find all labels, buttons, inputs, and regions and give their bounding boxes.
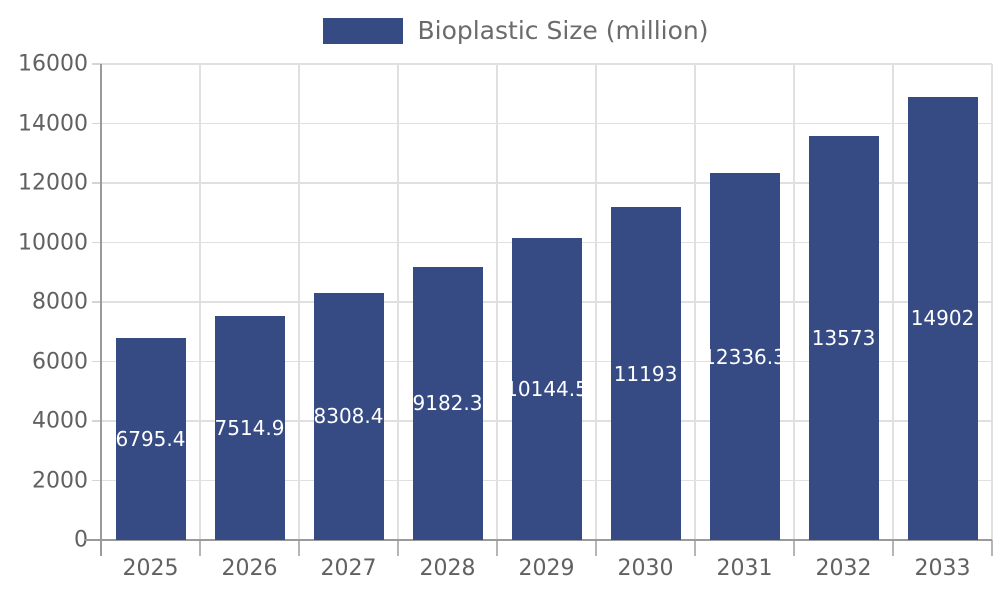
x-tick-label: 2027 bbox=[320, 556, 377, 581]
y-tick-label: 12000 bbox=[18, 170, 88, 196]
x-tick-label: 2030 bbox=[617, 556, 674, 581]
y-tick-label: 8000 bbox=[32, 289, 88, 315]
y-tick-label: 6000 bbox=[32, 349, 88, 374]
y-axis-tick bbox=[92, 122, 101, 125]
x-tick-label: 2025 bbox=[122, 556, 179, 581]
gridline-x bbox=[298, 64, 300, 540]
x-axis-tick bbox=[199, 540, 201, 556]
x-axis-tick bbox=[595, 540, 597, 556]
y-tick-label: 0 bbox=[74, 527, 88, 553]
x-axis-tick bbox=[892, 540, 894, 556]
gridline-y bbox=[101, 63, 992, 65]
y-tick-label: 14000 bbox=[18, 111, 88, 136]
x-tick-label: 2028 bbox=[419, 556, 476, 581]
x-tick-label: 2033 bbox=[914, 556, 971, 581]
x-axis-tick bbox=[793, 540, 795, 556]
bar-value-label: 14902 bbox=[910, 306, 975, 331]
y-axis-tick bbox=[92, 182, 101, 184]
gridline-x bbox=[793, 64, 795, 540]
bar-value-label: 13573 bbox=[811, 326, 876, 351]
gridline-x bbox=[892, 64, 894, 540]
gridline-x bbox=[199, 64, 201, 540]
y-axis-tick bbox=[92, 420, 101, 422]
bar-value-label: 7514.9 bbox=[214, 416, 285, 441]
bar[interactable]: 8308.4 bbox=[313, 292, 384, 540]
y-axis-tick bbox=[92, 63, 101, 65]
x-axis-tick bbox=[496, 540, 498, 556]
y-axis-tick bbox=[92, 241, 101, 244]
bar[interactable]: 11193 bbox=[610, 207, 681, 540]
y-tick-label: 16000 bbox=[18, 51, 88, 77]
bar-value-label: 12336.3 bbox=[709, 344, 780, 369]
y-axis-tick bbox=[92, 301, 101, 303]
bar[interactable]: 7514.9 bbox=[214, 316, 285, 540]
gridline-y bbox=[101, 122, 992, 125]
bar[interactable]: 6795.4 bbox=[115, 337, 186, 540]
gridline-x bbox=[694, 64, 696, 540]
gridline-x bbox=[397, 64, 399, 540]
y-axis-tick bbox=[92, 479, 101, 482]
bar-value-label: 6795.4 bbox=[115, 426, 186, 451]
gridline-x bbox=[496, 64, 498, 540]
x-tick-label: 2029 bbox=[518, 556, 575, 581]
bar-value-label: 9182.3 bbox=[412, 391, 483, 416]
x-axis-tick bbox=[991, 540, 993, 556]
x-tick-label: 2032 bbox=[815, 556, 872, 581]
x-axis-tick bbox=[694, 540, 696, 556]
gridline-x bbox=[595, 64, 597, 540]
y-tick-label: 2000 bbox=[32, 468, 88, 493]
x-tick-label: 2031 bbox=[716, 556, 773, 581]
legend-label: Bioplastic Size (million) bbox=[417, 16, 709, 45]
y-axis-tick bbox=[92, 360, 101, 363]
y-axis-line bbox=[100, 64, 102, 556]
plot-area: 0 2000 4000 6000 8000 10000 12000 14000 16000 679… bbox=[18, 52, 993, 581]
legend-swatch bbox=[323, 17, 404, 44]
x-axis-tick bbox=[397, 540, 399, 556]
bar-value-label: 10144.5 bbox=[511, 377, 582, 402]
x-axis-tick bbox=[298, 540, 300, 556]
y-tick-label: 10000 bbox=[18, 230, 88, 255]
bar[interactable]: 10144.5 bbox=[511, 238, 582, 540]
bar-value-label: 8308.4 bbox=[313, 404, 384, 429]
bar[interactable]: 13573 bbox=[808, 136, 879, 540]
bar[interactable]: 14902 bbox=[907, 96, 978, 540]
x-tick-label: 2026 bbox=[221, 556, 278, 581]
bar[interactable]: 12336.3 bbox=[709, 173, 780, 540]
bar-value-label: 11193 bbox=[613, 361, 678, 386]
y-tick-label: 4000 bbox=[32, 408, 88, 434]
gridline-x bbox=[991, 64, 993, 540]
gridline-y bbox=[101, 182, 992, 184]
bar[interactable]: 9182.3 bbox=[412, 266, 483, 540]
x-axis-line bbox=[84, 539, 992, 541]
legend-item[interactable]: Bioplastic Size (million) bbox=[0, 16, 1000, 45]
